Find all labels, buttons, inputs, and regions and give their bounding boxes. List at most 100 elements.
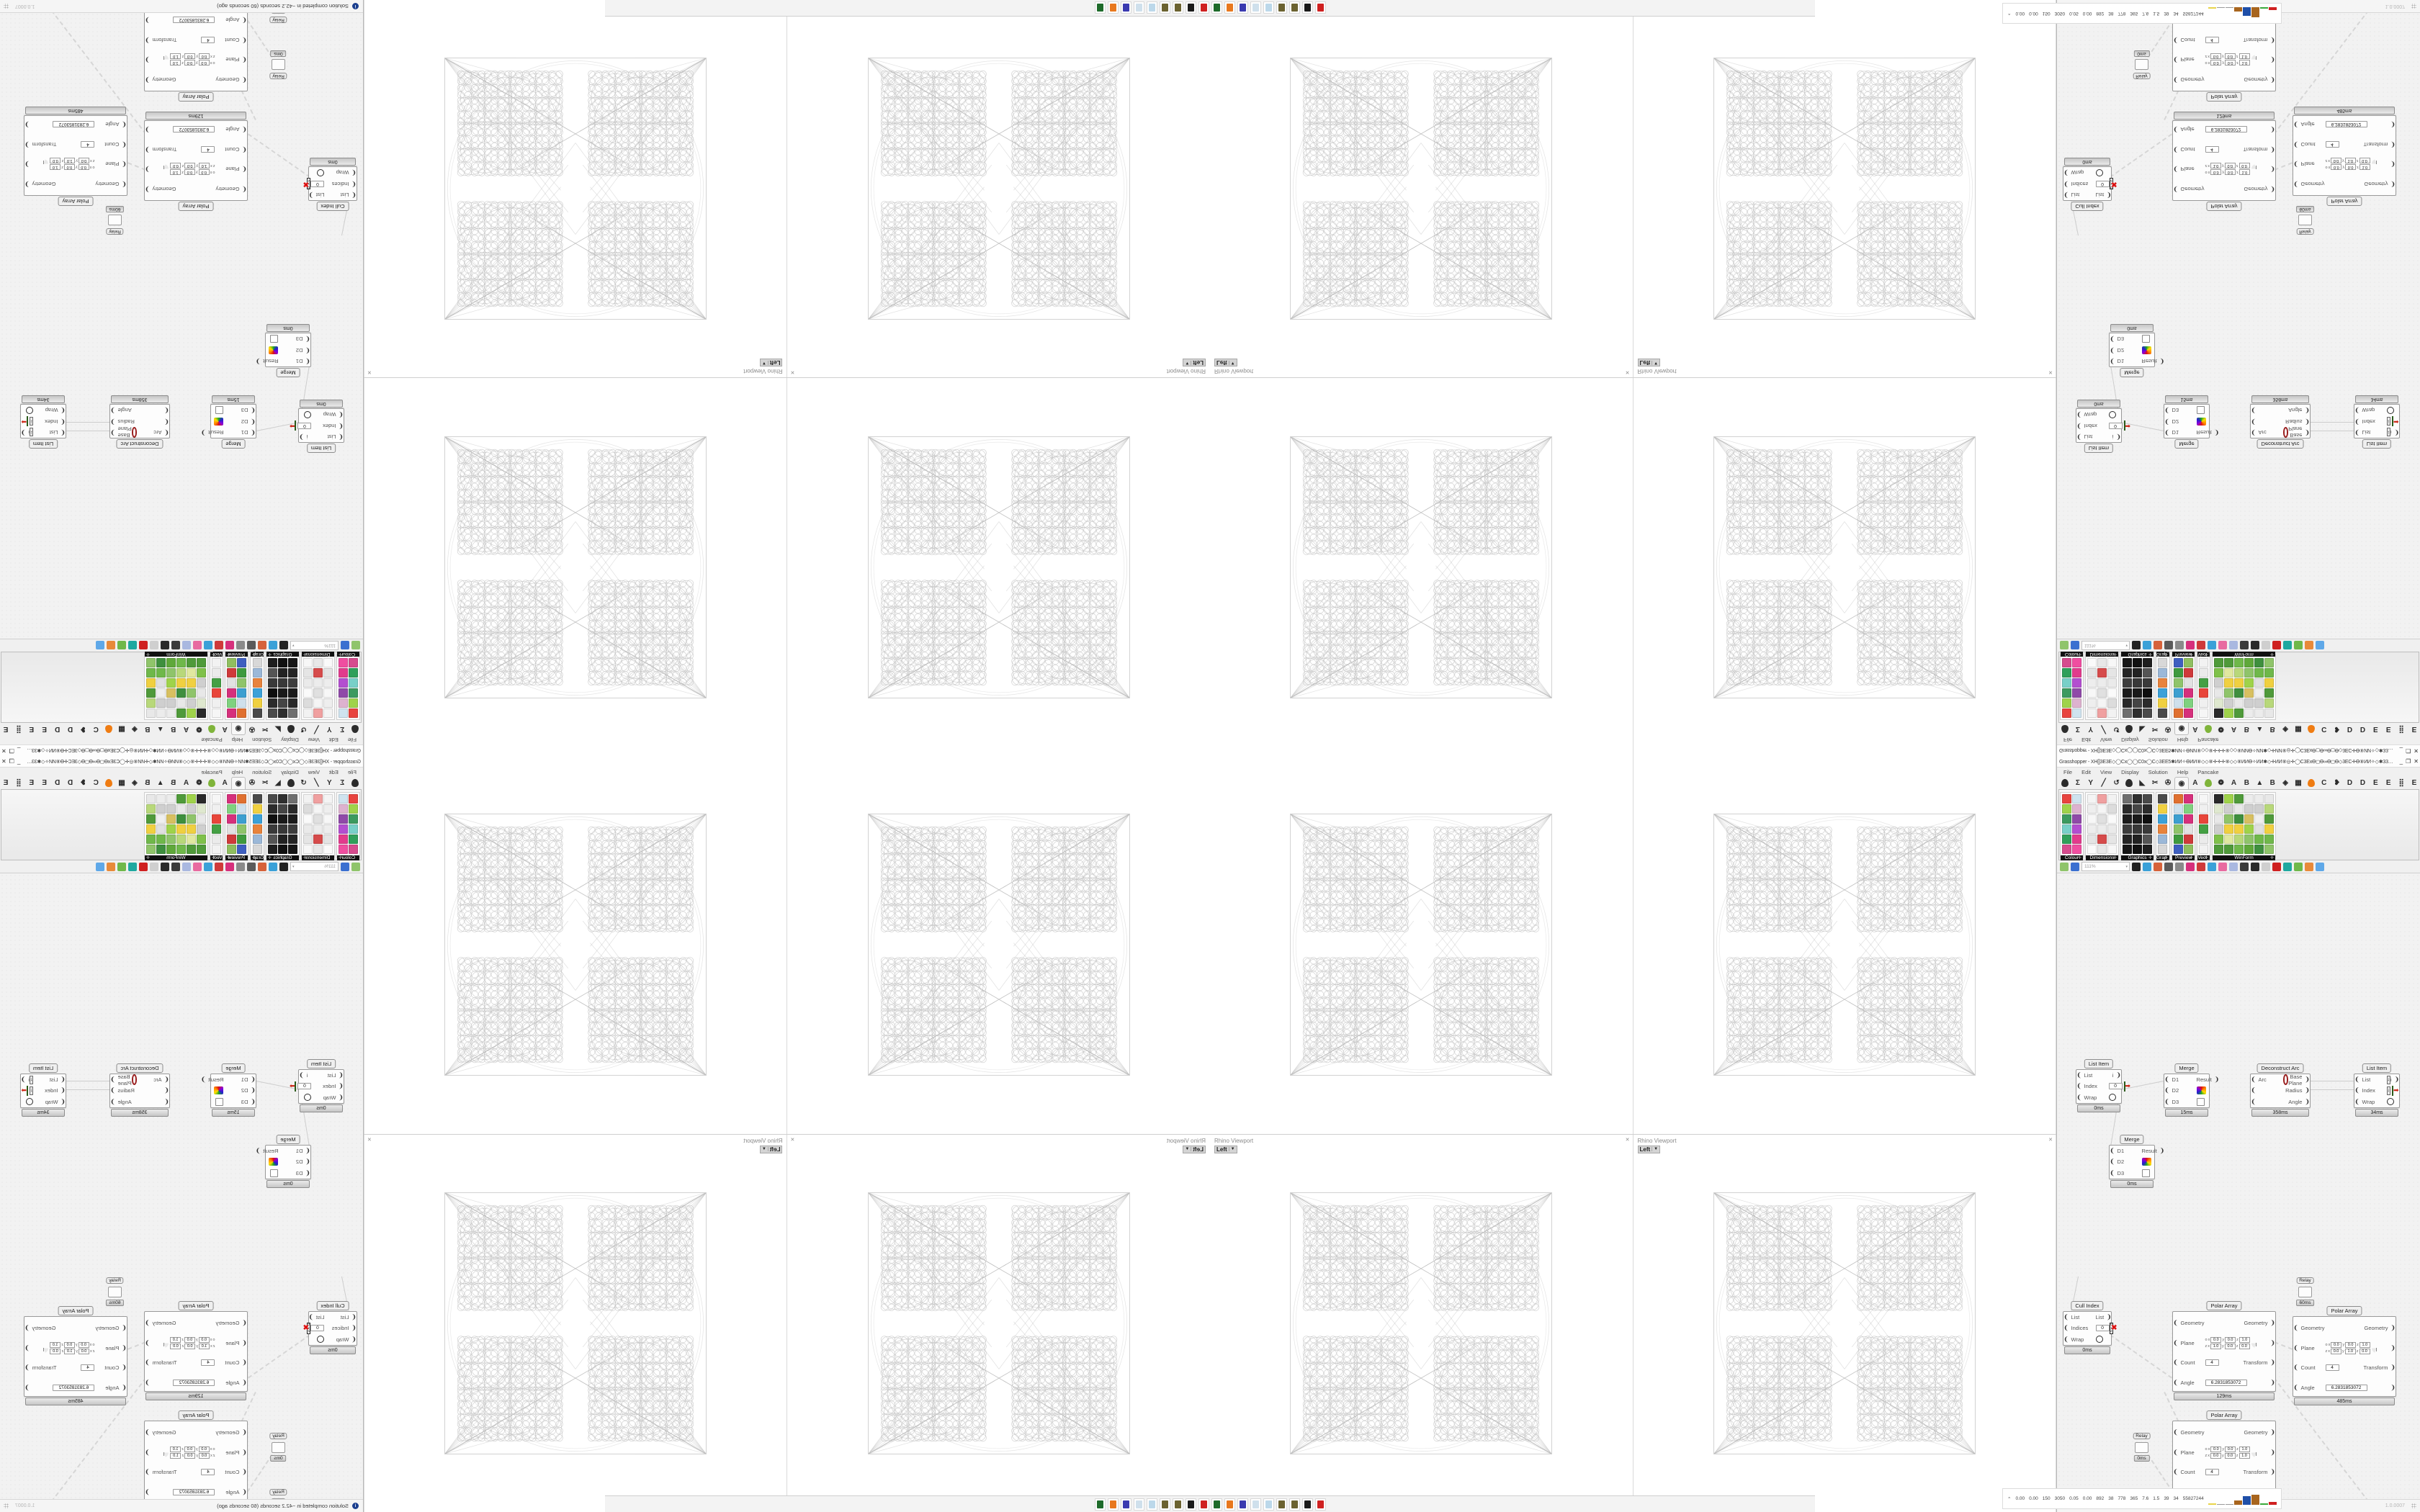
preview-off-icon[interactable]	[2164, 641, 2173, 650]
bird-tab[interactable]: ❥	[2331, 724, 2344, 735]
component-icon[interactable]	[278, 804, 287, 814]
input-pin[interactable]: ❨	[2110, 358, 2115, 365]
component-icon[interactable]	[2107, 668, 2117, 678]
boolean-toggle-icon[interactable]	[2386, 1098, 2394, 1106]
param-value[interactable]: 0	[2108, 1083, 2123, 1090]
surface-tab[interactable]	[284, 724, 297, 735]
dot-green-icon[interactable]	[2294, 862, 2303, 871]
relay-node[interactable]: Relay 0ms	[269, 50, 287, 79]
output-pin[interactable]: ❩	[145, 126, 151, 133]
chevron-down-icon[interactable]: ▾	[292, 644, 295, 648]
component-icon[interactable]	[2087, 668, 2097, 678]
node-polar-array[interactable]: Polar Array ❨ Geometry Geometry ❩ ❨ Plane o x 0.0…	[24, 1306, 127, 1405]
component-icon[interactable]	[2143, 824, 2152, 834]
angle-value[interactable]: 6.2831853072	[173, 1488, 215, 1495]
input-pin[interactable]: ❨	[351, 1313, 357, 1320]
plane-widget[interactable]: o x 0.0 y 0.0 z 1.0 z x 1.0 y 0.0 z 0.0	[2205, 163, 2250, 176]
dots-tab[interactable]: ⣿	[2395, 778, 2408, 789]
ribbon-group-label[interactable]: Vect_ ✛	[210, 855, 223, 860]
component-icon[interactable]	[313, 658, 323, 667]
preview-off-icon[interactable]	[247, 862, 256, 871]
component-icon[interactable]	[2174, 708, 2184, 718]
input-pin[interactable]: ❨	[121, 181, 127, 188]
input-pin[interactable]: ❨	[250, 1086, 256, 1094]
input-pin[interactable]: ❨	[163, 1098, 169, 1105]
a2-tab[interactable]: A	[180, 778, 193, 789]
component-icon[interactable]	[349, 678, 358, 688]
output-pin[interactable]: ❩	[2304, 1087, 2310, 1094]
node-list-item[interactable]: List Item ❨ List i ❩ ❨ Index 0 ➡ ❨ Wrap 0ms	[2076, 400, 2130, 453]
input-pin[interactable]: ❨	[351, 1324, 357, 1331]
terminal-icon[interactable]	[1094, 1, 1106, 14]
input-pin[interactable]: ❨	[2293, 181, 2299, 188]
ribbon-expand-icon[interactable]: ✛	[146, 652, 150, 657]
output-pin[interactable]: ❩	[2269, 1469, 2275, 1475]
input-pin[interactable]: ❨	[305, 347, 310, 354]
input-pin[interactable]: ❨	[241, 1359, 247, 1366]
ribbon-expand-icon[interactable]: ✛	[2164, 855, 2168, 860]
minimize-button[interactable]: _	[17, 748, 20, 755]
node-polar-array[interactable]: Polar Array ❨ Geometry Geometry ❩ ❨ Plane o x 0.0…	[2172, 112, 2276, 211]
component-icon[interactable]	[2234, 804, 2244, 814]
component-icon[interactable]	[236, 804, 246, 814]
count-value[interactable]: 4	[81, 1364, 95, 1372]
component-icon[interactable]	[176, 668, 186, 678]
component-icon[interactable]	[339, 834, 348, 844]
sets-tab[interactable]: Y	[323, 778, 336, 789]
terminal-icon[interactable]	[1211, 1, 1222, 14]
node-deconstruct-arc[interactable]: Deconstruct Arc ❨ Arc Base Plane ❩ ❨ Radius ❩ ❨ A…	[109, 1063, 170, 1117]
mountain-tab[interactable]: ▲	[2253, 778, 2266, 789]
output-pin[interactable]: ❩	[145, 1379, 151, 1386]
gha-icon[interactable]	[225, 862, 234, 871]
component-icon[interactable]	[2214, 794, 2224, 804]
ribbon-group-label[interactable]: Preview ✛	[225, 652, 248, 657]
maximize-button[interactable]: ❐	[2406, 758, 2411, 765]
relay-body[interactable]	[272, 1442, 285, 1453]
leaf-tab[interactable]	[205, 724, 218, 735]
chevron-down-icon[interactable]: ▾	[292, 865, 295, 869]
sketch-icon[interactable]	[215, 641, 223, 650]
leaf-tab[interactable]	[2202, 778, 2215, 789]
component-icon[interactable]	[2254, 688, 2264, 698]
at-icon[interactable]	[2175, 641, 2184, 650]
rhino-viewport-1[interactable]	[1210, 756, 1634, 1134]
component-icon[interactable]	[2264, 708, 2275, 718]
component-icon[interactable]	[313, 804, 323, 814]
boolean-toggle-icon[interactable]	[2095, 1336, 2103, 1344]
node-list-item[interactable]: List Item ❨ List i ❩ ❨ Index 0 ➡ ❨ Wrap 0ms	[290, 400, 344, 453]
empty-slot-icon[interactable]	[2141, 1169, 2150, 1177]
component-icon[interactable]	[186, 804, 196, 814]
output-pin[interactable]: ❩	[145, 166, 151, 173]
plane-widget[interactable]: o x 0.0 y 0.0 z 1.0 z x 0.0 y 1.0 z 0.0	[2326, 1341, 2370, 1354]
component-icon[interactable]	[145, 804, 156, 814]
component-icon[interactable]	[2133, 668, 2142, 678]
notes-icon[interactable]	[1133, 1498, 1144, 1511]
olive-icon[interactable]	[1172, 1498, 1183, 1511]
node-canvas[interactable]: List Item ❨ List i ❩ ❨ Index 0 ➡ ❨ Wrap 0ms Merge ❨ D1…	[0, 873, 363, 1499]
at-icon[interactable]	[236, 862, 245, 871]
component-icon[interactable]	[2123, 658, 2132, 667]
input-pin[interactable]: ❨	[2076, 433, 2082, 441]
zoom-extents-icon[interactable]	[279, 641, 288, 650]
d2-tab[interactable]: D	[51, 778, 64, 789]
component-icon[interactable]	[253, 845, 262, 854]
ribbon-group-label[interactable]: WinForm ✛	[2213, 652, 2276, 657]
vector-tab[interactable]: ╱	[310, 724, 323, 735]
brain-tab[interactable]: ❁	[2215, 778, 2228, 789]
e3-tab[interactable]: E	[0, 724, 12, 735]
output-pin[interactable]: ❩	[24, 1364, 30, 1371]
component-icon[interactable]	[2143, 834, 2152, 844]
component-icon[interactable]	[253, 794, 262, 804]
component-icon[interactable]	[211, 845, 221, 854]
node-merge[interactable]: Merge ❨ D1 Result ❩ ❨ D2 ❨ D3 0ms	[256, 324, 311, 377]
a-tab[interactable]: A	[218, 724, 231, 735]
node-caption[interactable]: List Item	[2084, 1059, 2114, 1068]
input-pin[interactable]: ❨	[121, 1344, 127, 1351]
surface-tab[interactable]	[2123, 778, 2136, 789]
component-icon[interactable]	[339, 658, 348, 667]
component-icon[interactable]	[2244, 708, 2254, 718]
component-icon[interactable]	[196, 814, 206, 824]
zoom-extents-icon[interactable]	[2132, 862, 2141, 871]
component-icon[interactable]	[349, 668, 358, 678]
component-icon[interactable]	[253, 804, 262, 814]
